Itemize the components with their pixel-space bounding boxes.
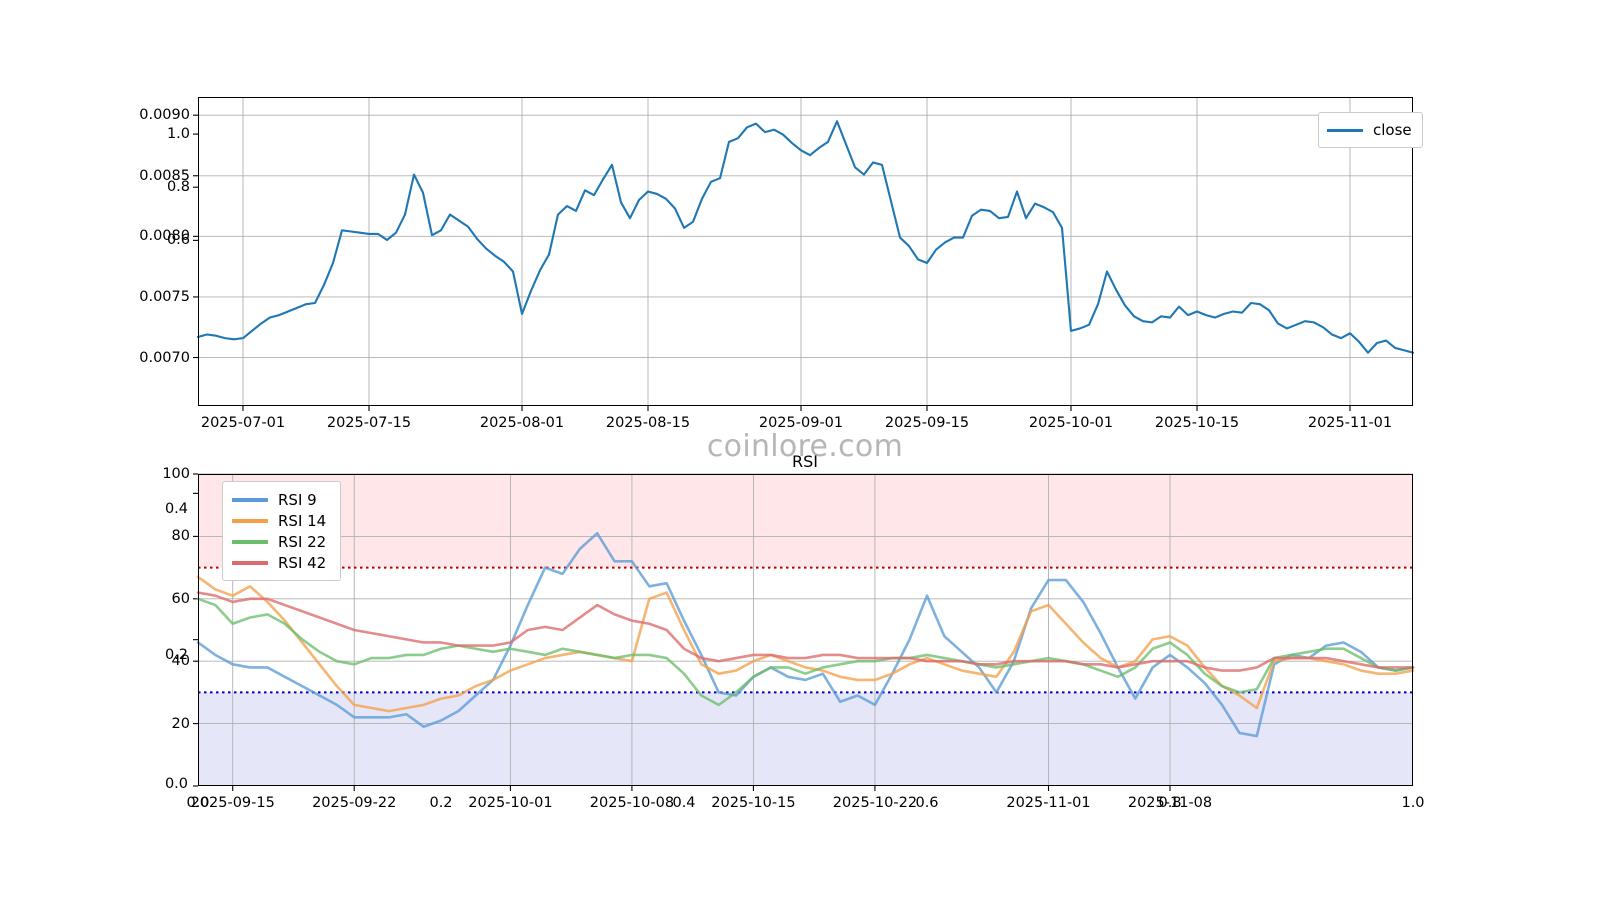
rsi-y-ticklabel: 80	[171, 528, 190, 545]
rsi-chart-axes	[193, 473, 1415, 791]
rsi-x-ticklabel: 2025-09-15	[190, 795, 275, 811]
rsi-legend: RSI 9 RSI 14 RSI 22 RSI 42	[222, 481, 342, 581]
rsi-series-line	[196, 597, 1415, 707]
price-x-ticklabel: 2025-08-15	[605, 415, 691, 431]
price-plot-canvas	[193, 97, 1415, 411]
legend-line-swatch	[232, 539, 268, 544]
price-close-line	[196, 120, 1415, 354]
price-x-ticklabel: 2025-09-15	[884, 415, 970, 431]
legend-item[interactable]: close	[1327, 119, 1412, 141]
price-y-ticklabel: 0.0090	[139, 106, 190, 123]
rsi-x-ticklabel: 2025-11-01	[1006, 795, 1091, 811]
rsi-chart-title: RSI	[792, 452, 818, 471]
price-ghost-y-ticklabel: 0.8	[166, 178, 190, 195]
rsi-x-ticklabel: 2025-10-15	[711, 795, 796, 811]
price-x-ticklabel: 2025-09-01	[758, 415, 844, 431]
rsi-x-ticklabel: 2025-11-08	[1127, 795, 1213, 811]
legend-line-swatch	[232, 497, 268, 502]
price-y-ticklabel: 0.0070	[139, 349, 190, 366]
rsi-ghost-y-ticklabel: 0.0	[164, 775, 188, 792]
rsi-x-ticklabel: 2025-10-08	[589, 795, 675, 811]
price-y-ticklabel: 0.0085	[139, 167, 190, 184]
rsi-y-ticklabel: 40	[171, 652, 190, 669]
rsi-ghost-x-ticklabel: 0.6	[915, 795, 939, 811]
watermark-coinlore: coinlore.com	[706, 429, 904, 464]
price-ghost-y-ticklabel: 1.0	[166, 125, 190, 142]
rsi-plot-canvas	[193, 473, 1415, 791]
oversold-band	[198, 692, 1413, 786]
legend-item[interactable]: RSI 22	[232, 531, 326, 552]
price-y-ticklabel: 0.0080	[139, 228, 190, 245]
legend-line-swatch	[232, 560, 268, 565]
price-chart-axes	[193, 97, 1415, 411]
legend-line-swatch	[1327, 128, 1363, 132]
rsi-ghost-x-ticklabel: 0.0	[186, 795, 210, 811]
rsi-y-ticklabel: 100	[162, 465, 190, 482]
rsi-x-ticklabel: 2025-10-01	[468, 795, 553, 811]
price-ghost-y-ticklabel: 0.6	[166, 232, 190, 249]
price-x-ticklabel: 2025-07-01	[200, 415, 286, 431]
legend-item[interactable]: RSI 42	[232, 552, 326, 573]
legend-item-label: close	[1373, 121, 1412, 139]
rsi-y-ticklabel: 20	[171, 715, 190, 732]
rsi-x-ticklabel: 2025-10-22	[832, 795, 918, 811]
price-x-ticklabel: 2025-07-15	[326, 415, 412, 431]
rsi-ghost-x-ticklabel: 0.4	[672, 795, 696, 811]
price-x-ticklabel: 2025-11-01	[1307, 415, 1393, 431]
legend-item-label: RSI 9	[278, 490, 317, 509]
rsi-y-ticklabel: 60	[171, 590, 190, 607]
legend-line-swatch	[232, 518, 268, 523]
rsi-ghost-x-ticklabel: 0.8	[1158, 795, 1182, 811]
legend-item-label: RSI 22	[278, 532, 327, 551]
price-legend: close	[1318, 112, 1423, 148]
rsi-ghost-y-ticklabel: 0.4	[164, 500, 188, 517]
legend-item-label: RSI 42	[278, 553, 327, 572]
price-x-ticklabel: 2025-10-15	[1154, 415, 1240, 431]
rsi-series-line	[196, 591, 1415, 672]
rsi-series-line	[196, 531, 1415, 738]
price-y-ticklabel: 0.0075	[139, 288, 190, 305]
legend-item-label: RSI 14	[278, 511, 327, 530]
rsi-ghost-y-ticklabel: 0.2	[164, 646, 188, 663]
price-x-ticklabel: 2025-10-01	[1028, 415, 1114, 431]
price-x-ticklabel: 2025-08-01	[479, 415, 565, 431]
overbought-band	[198, 474, 1413, 568]
rsi-ghost-x-ticklabel: 0.2	[429, 795, 453, 811]
rsi-x-ticklabel: 2025-09-22	[312, 795, 397, 811]
rsi-series-line	[196, 575, 1415, 713]
legend-item[interactable]: RSI 9	[232, 489, 326, 510]
rsi-ghost-x-ticklabel: 1.0	[1401, 795, 1425, 811]
legend-item[interactable]: RSI 14	[232, 510, 326, 531]
